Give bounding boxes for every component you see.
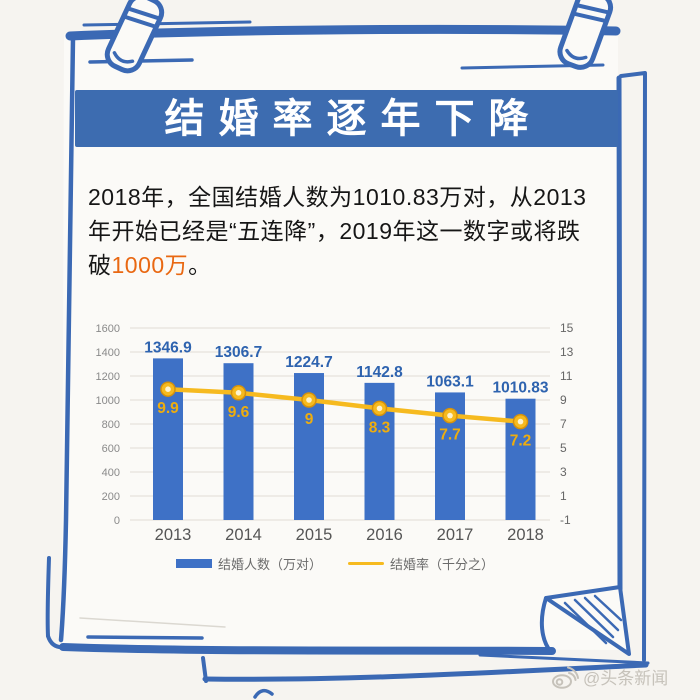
frame-outer-left — [45, 556, 51, 638]
paper-sheet — [62, 30, 619, 650]
line-marker-core — [376, 405, 383, 412]
chart-legend: 结婚人数（万对） 结婚率（千分之） — [130, 552, 540, 574]
frame-outer-right — [619, 71, 647, 662]
left-axis-tick: 600 — [102, 443, 120, 455]
bar-value-label: 1010.83 — [492, 380, 548, 397]
paragraph-line-2: 年开始已经是“五连降”，2019年这一数字或将跌 — [88, 218, 581, 244]
line-marker-core — [447, 412, 453, 419]
line-value-label: 7.7 — [439, 427, 461, 444]
left-axis-tick: 800 — [102, 419, 120, 431]
legend-item-line: 结婚率（千分之） — [348, 554, 494, 573]
line-value-label: 8.3 — [369, 419, 391, 436]
right-axis-tick: 5 — [560, 441, 567, 455]
left-axis-tick: 1600 — [96, 323, 120, 335]
left-axis-tick: 200 — [102, 491, 120, 503]
x-axis-label: 2018 — [507, 526, 544, 544]
right-axis-tick: 7 — [560, 417, 567, 431]
right-axis-tick: 3 — [560, 465, 567, 479]
watermark: @头条新闻 — [552, 664, 668, 689]
pencil-guide-line — [79, 617, 226, 628]
line-value-label: 9.9 — [157, 400, 179, 417]
x-axis-label: 2013 — [155, 526, 192, 544]
x-axis-label: 2015 — [296, 526, 333, 544]
left-axis-tick: 1200 — [96, 371, 120, 383]
line-marker-core — [306, 397, 312, 403]
bar-value-label: 1224.7 — [285, 354, 332, 371]
frame-bottom-zigzag — [478, 653, 650, 665]
legend-label-bars: 结婚人数（万对） — [217, 556, 322, 572]
paragraph-line-3-post: 。 — [188, 252, 212, 278]
frame-left — [58, 35, 76, 643]
bar-swatch-icon — [175, 558, 212, 568]
line-value-label: 9 — [305, 411, 314, 428]
paragraph-line-3: 破1000万。 — [88, 248, 616, 282]
line-marker-core — [517, 418, 524, 425]
right-axis-tick: 13 — [560, 345, 574, 359]
frame-outer-bottom — [202, 662, 649, 682]
right-axis-tick: 11 — [560, 369, 573, 383]
rate-line — [165, 386, 523, 424]
intro-paragraph: 2018年，全国结婚人数为1010.83万对，从2013 年开始已经是“五连降”… — [88, 180, 616, 282]
paper-clip-right-icon — [557, 0, 614, 70]
right-axis-tick: 1 — [560, 489, 567, 503]
page-title: 结婚率逐年下降 — [164, 96, 543, 141]
left-axis-tick: 0 — [114, 515, 120, 527]
x-axis-label: 2016 — [366, 526, 403, 544]
line-marker-core — [235, 390, 242, 396]
right-axis-tick: 9 — [560, 393, 567, 407]
accent-line-bottom-left — [86, 635, 204, 640]
bar-value-label: 1306.7 — [215, 344, 262, 361]
paper-clip-left-icon — [104, 0, 165, 74]
x-axis-label: 2014 — [225, 526, 262, 544]
line-swatch-icon — [348, 561, 384, 565]
chart-line-labels: 9.9 9.6 9 8.3 7.7 7.2 — [157, 400, 531, 449]
bar-value-label: 1142.8 — [356, 364, 403, 381]
chart-bar-labels: 1346.9 1306.7 1224.7 1142.8 1063.1 1010.83 — [144, 339, 549, 396]
legend-label-line: 结婚率（千分之） — [390, 556, 495, 572]
frame-bottom — [59, 643, 556, 655]
right-axis-tick: -1 — [560, 513, 571, 527]
bottom-squiggle — [253, 688, 274, 699]
watermark-text: @头条新闻 — [583, 669, 669, 688]
left-axis-tick: 1400 — [96, 347, 120, 359]
bar-value-label: 1346.9 — [144, 339, 192, 356]
line-value-label: 9.6 — [228, 404, 250, 421]
frame-top-thin — [82, 20, 252, 27]
page-fold-icon — [539, 585, 631, 656]
bar-value-label: 1063.1 — [426, 373, 474, 390]
paragraph-line-1: 2018年，全国结婚人数为1010.83万对，从2013 — [88, 184, 587, 210]
title-banner: 结婚率逐年下降 — [75, 90, 618, 147]
weibo-icon — [552, 666, 579, 689]
frame-right — [616, 75, 623, 592]
x-axis-label: 2017 — [437, 526, 474, 544]
left-axis-tick: 1000 — [96, 395, 120, 407]
chart-gridlines — [130, 327, 550, 521]
paragraph-line-3-pre: 破 — [88, 252, 112, 278]
left-axis-tick: 400 — [102, 467, 120, 479]
line-value-label: 7.2 — [510, 433, 532, 450]
line-marker-core — [165, 386, 171, 393]
chart-line-markers — [160, 381, 529, 430]
chart-category-labels: 2013 2014 2015 2016 2017 2018 — [155, 526, 544, 544]
highlight-text: 1000万 — [111, 252, 189, 278]
legend-item-bars: 结婚人数（万对） — [175, 554, 322, 573]
right-axis-tick: 15 — [560, 321, 574, 335]
